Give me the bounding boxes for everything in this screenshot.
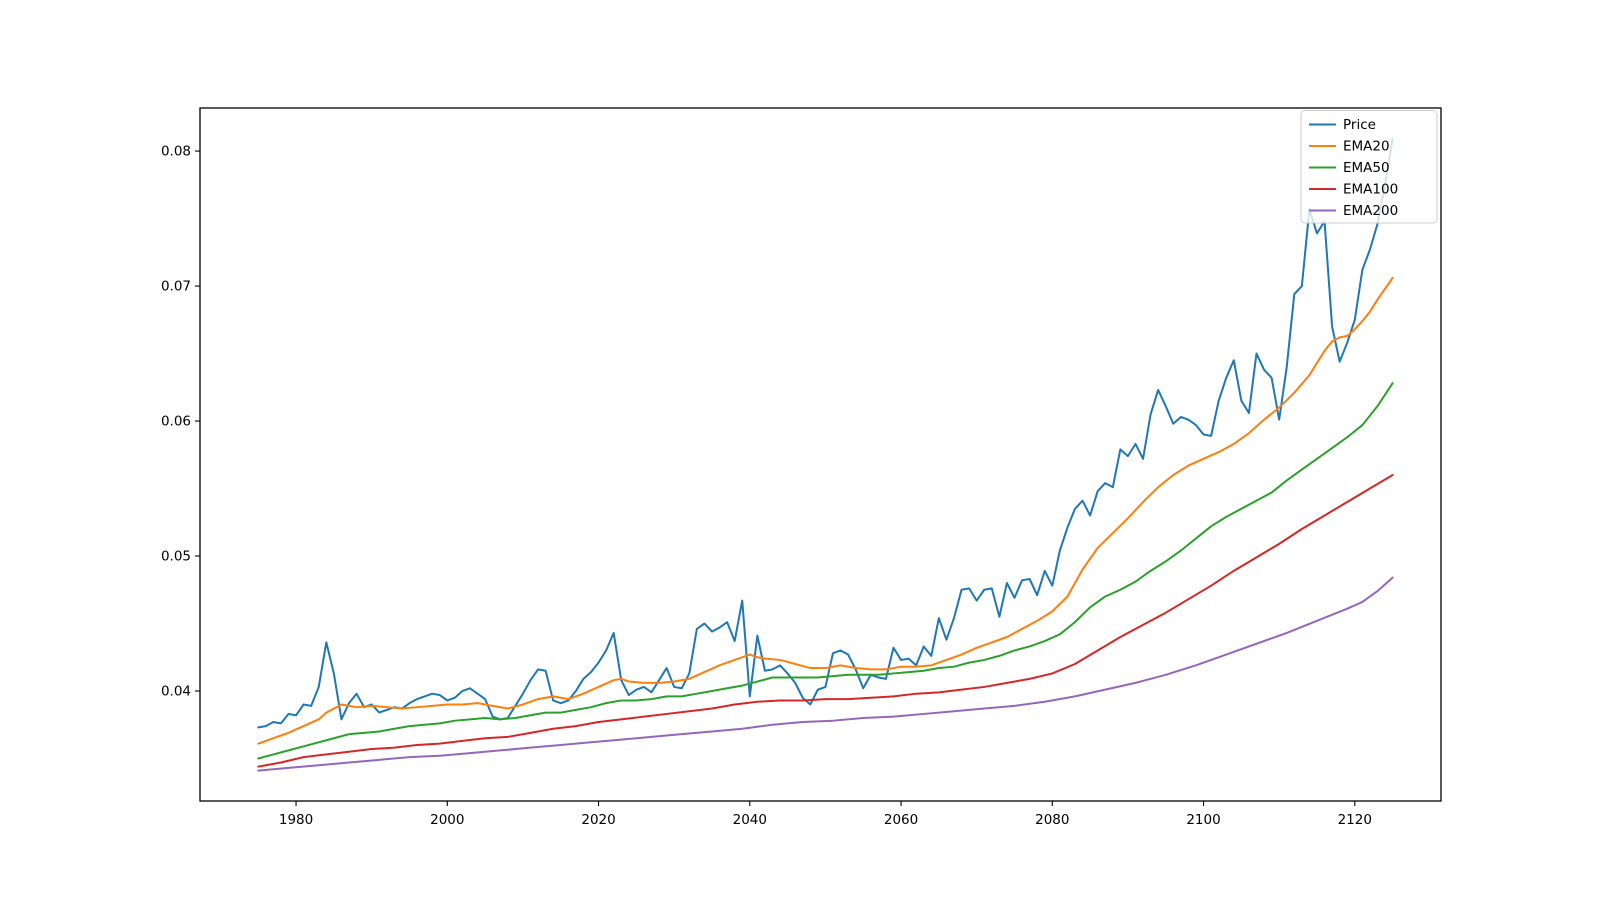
legend-label-ema100: EMA100 <box>1343 182 1398 198</box>
legend: Price EMA20 EMA50 EMA100 EMA200 <box>1300 110 1438 224</box>
legend-label-ema20: EMA20 <box>1343 139 1390 155</box>
x-tick-label: 2100 <box>1186 812 1220 828</box>
x-tick-label: 2000 <box>430 812 464 828</box>
legend-label-ema50: EMA50 <box>1343 160 1390 176</box>
x-tick-label: 2020 <box>581 812 615 828</box>
series-line-ema50 <box>257 382 1394 760</box>
y-tick-label: 0.04 <box>161 683 191 699</box>
plot-border <box>199 107 1442 802</box>
series-line-price <box>257 137 1394 729</box>
series-line-ema200 <box>257 576 1394 772</box>
legend-label-price: Price <box>1343 117 1376 133</box>
y-tick-label: 0.06 <box>161 414 191 430</box>
legend-box <box>1300 110 1438 224</box>
y-tick-label: 0.08 <box>161 144 191 160</box>
x-tick-label: 2060 <box>884 812 918 828</box>
x-tick-label: 1980 <box>279 812 313 828</box>
plot-series <box>257 137 1394 772</box>
y-tick-label: 0.05 <box>161 549 191 565</box>
x-tick-label: 2080 <box>1035 812 1069 828</box>
x-tick-label: 2120 <box>1338 812 1372 828</box>
y-tick-label: 0.07 <box>161 279 191 295</box>
series-line-ema100 <box>257 474 1394 768</box>
axis-ticks: 1980 2000 2020 2040 2060 2080 2100 2120 0.04 0.05… <box>161 144 1372 828</box>
x-tick-label: 2040 <box>733 812 767 828</box>
legend-label-ema200: EMA200 <box>1343 203 1398 219</box>
series-line-ema20 <box>257 276 1394 745</box>
